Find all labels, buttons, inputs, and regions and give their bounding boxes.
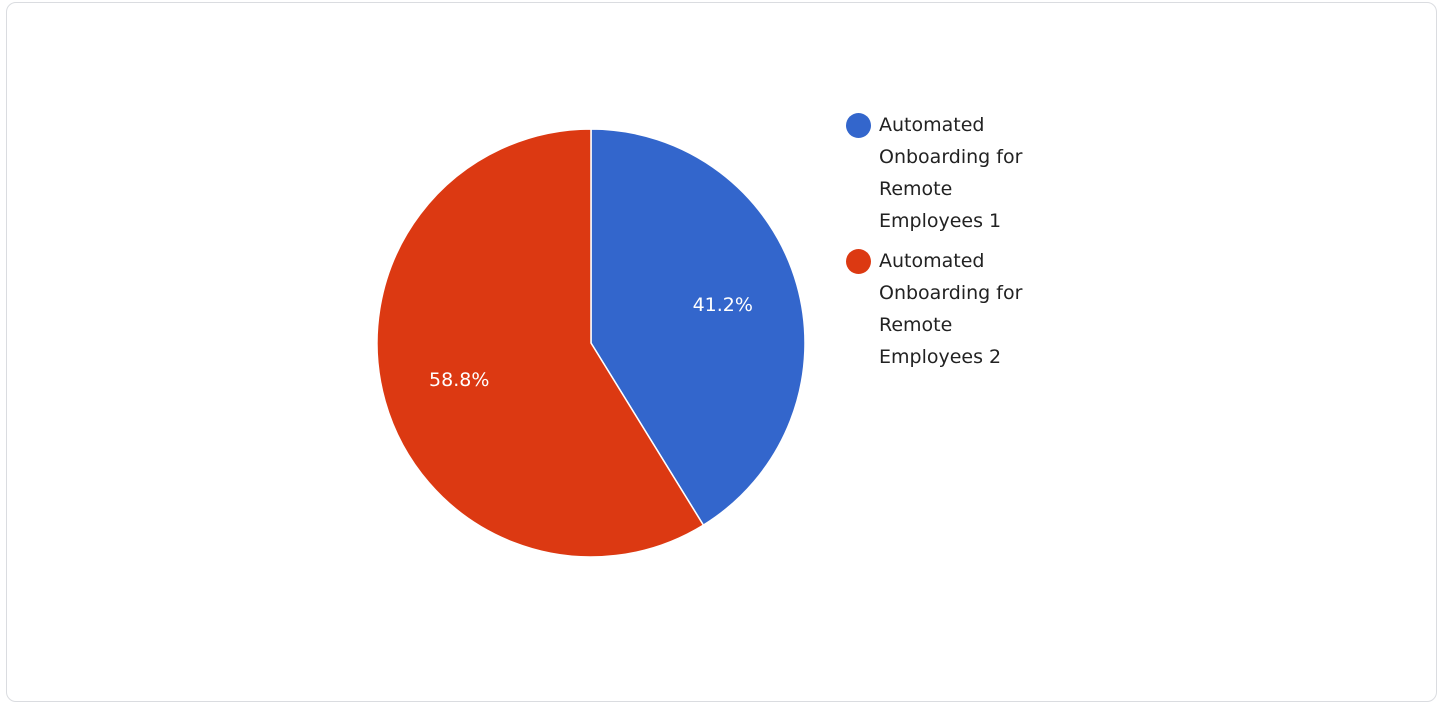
legend-label: Automated Onboarding for Remote Employee… [879,114,1023,232]
legend-label: Automated Onboarding for Remote Employee… [879,250,1023,368]
legend: Automated Onboarding for Remote Employee… [846,109,1086,381]
pie-slice-label-2: 58.8% [429,369,489,391]
legend-item[interactable]: Automated Onboarding for Remote Employee… [846,245,1086,373]
pie-slices [376,128,806,558]
pie-slice-label-1: 41.2% [693,294,753,316]
legend-swatch-circle-icon [846,113,871,138]
legend-item[interactable]: Automated Onboarding for Remote Employee… [846,109,1086,237]
legend-swatch-circle-icon [846,249,871,274]
pie-slice-labels: 41.2% 58.8% [429,294,753,391]
pie-slice-2[interactable] [376,128,705,558]
pie-slice-1[interactable] [590,128,806,527]
